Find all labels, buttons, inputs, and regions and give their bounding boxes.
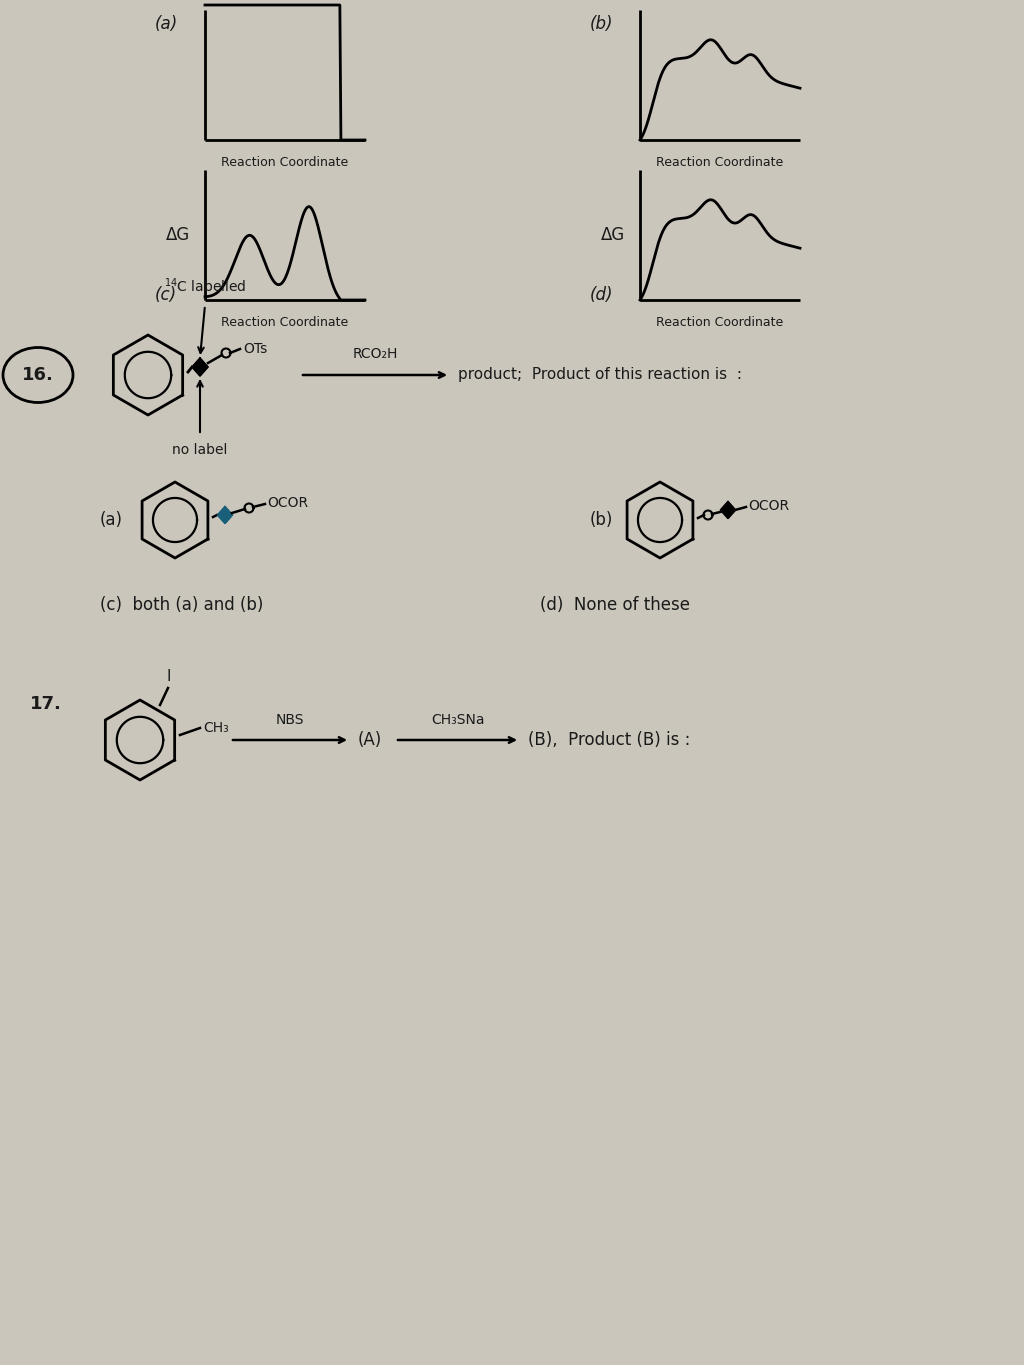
Text: (B),  Product (B) is :: (B), Product (B) is :: [528, 732, 690, 749]
Text: ΔG: ΔG: [601, 227, 625, 244]
Text: Reaction Coordinate: Reaction Coordinate: [221, 156, 348, 169]
Text: NBS: NBS: [275, 713, 304, 728]
Text: CH₃SNa: CH₃SNa: [431, 713, 484, 728]
Text: I: I: [167, 669, 171, 684]
Polygon shape: [221, 348, 230, 358]
Text: ΔG: ΔG: [166, 227, 190, 244]
Text: no label: no label: [172, 444, 227, 457]
Text: Reaction Coordinate: Reaction Coordinate: [656, 317, 783, 329]
Polygon shape: [721, 501, 735, 519]
Text: (b): (b): [590, 511, 613, 530]
Text: OCOR: OCOR: [267, 495, 308, 511]
Text: (c): (c): [155, 287, 177, 304]
Text: 17.: 17.: [30, 695, 61, 713]
Text: Reaction Coordinate: Reaction Coordinate: [221, 317, 348, 329]
Text: (a): (a): [155, 15, 178, 33]
Text: 16.: 16.: [23, 366, 54, 384]
Text: product;  Product of this reaction is  :: product; Product of this reaction is :: [458, 367, 742, 382]
Text: (d)  None of these: (d) None of these: [540, 597, 690, 614]
Text: OTs: OTs: [243, 343, 267, 356]
Polygon shape: [703, 511, 713, 520]
Polygon shape: [217, 506, 232, 524]
Polygon shape: [245, 504, 254, 512]
Text: $\mathregular{^{14}}$C labelled: $\mathregular{^{14}}$C labelled: [164, 276, 246, 295]
Polygon shape: [193, 358, 208, 375]
Text: (b): (b): [590, 15, 613, 33]
Text: CH₃: CH₃: [203, 721, 228, 734]
Text: (d): (d): [590, 287, 613, 304]
Text: OCOR: OCOR: [748, 500, 790, 513]
Text: (A): (A): [358, 732, 382, 749]
Text: Reaction Coordinate: Reaction Coordinate: [656, 156, 783, 169]
Text: (a): (a): [100, 511, 123, 530]
Text: RCO₂H: RCO₂H: [352, 347, 397, 360]
Text: (c)  both (a) and (b): (c) both (a) and (b): [100, 597, 263, 614]
